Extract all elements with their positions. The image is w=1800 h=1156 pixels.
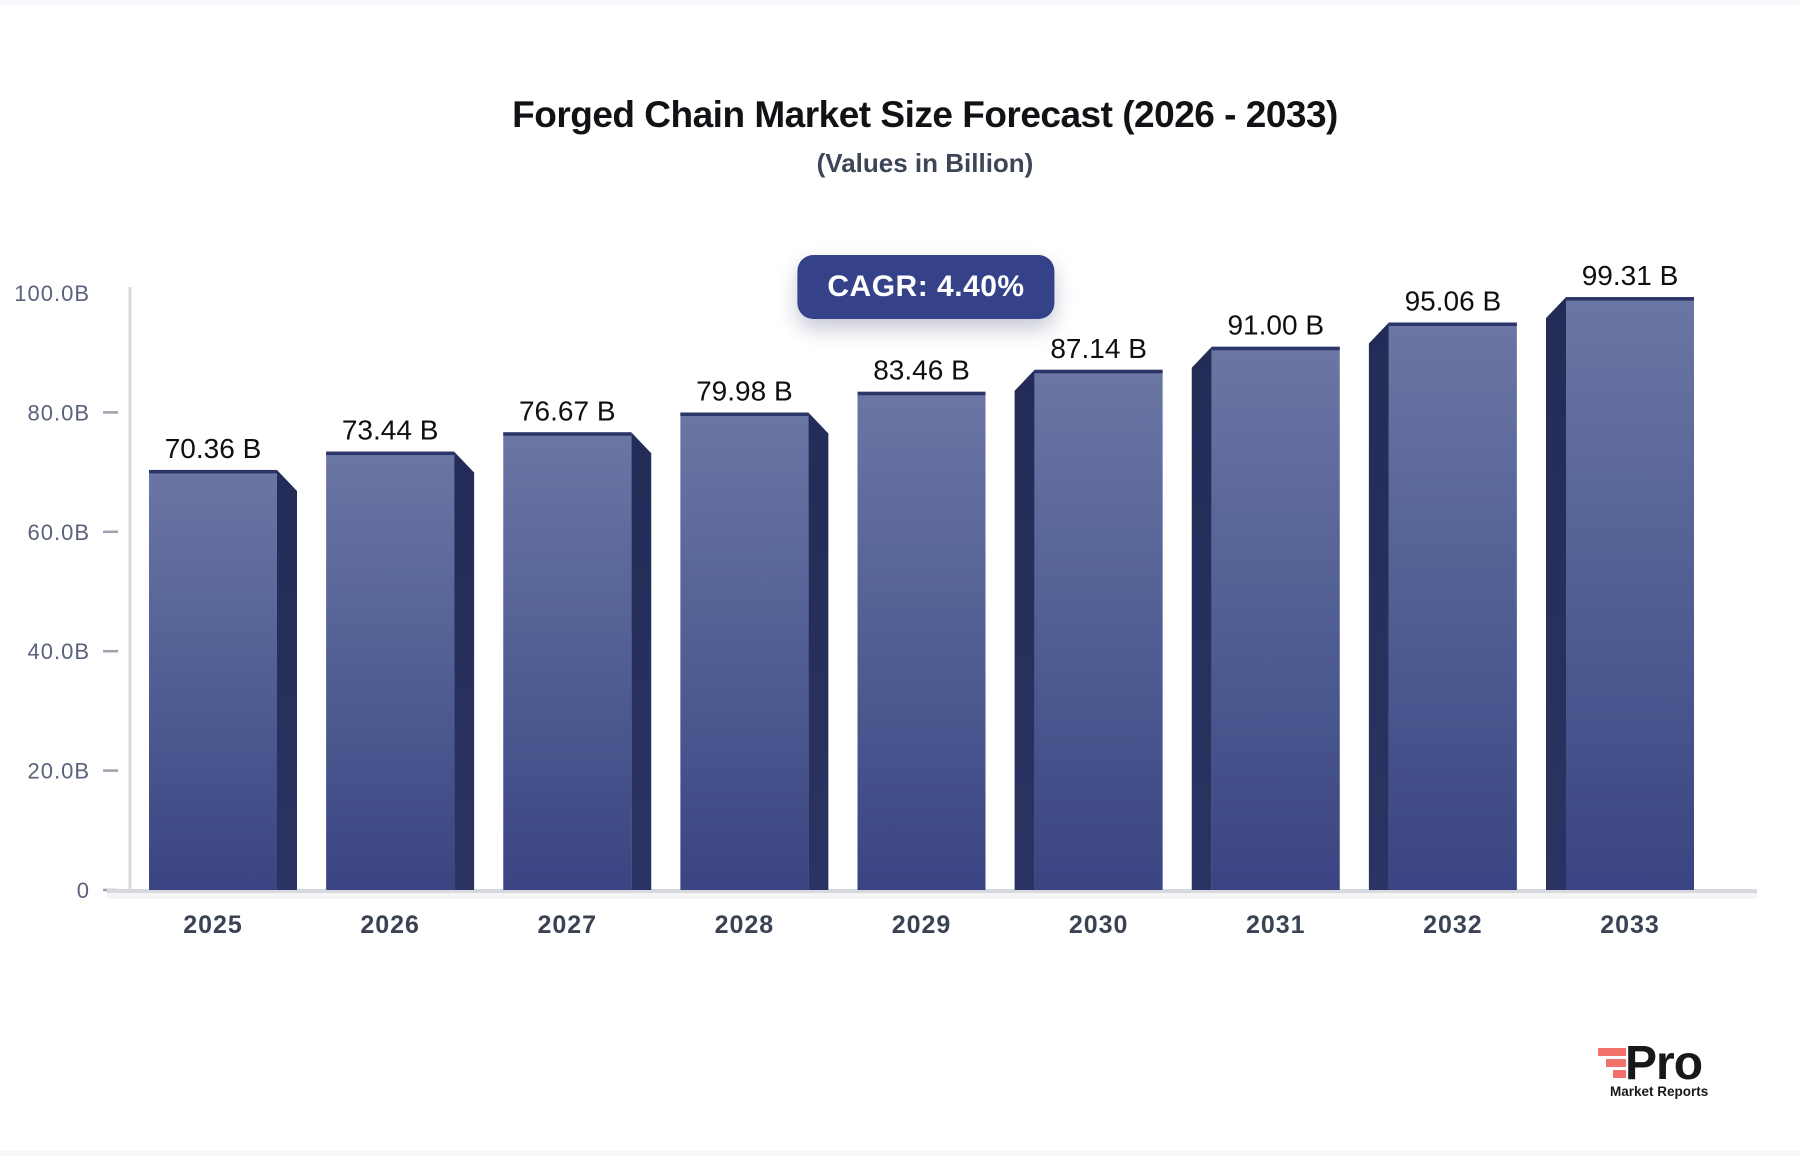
y-axis-tick-label: 60.0B: [28, 520, 91, 545]
bar-top-edge: [1566, 297, 1694, 301]
logo-caption: Market Reports: [1610, 1084, 1709, 1099]
chart-title: Forged Chain Market Size Forecast (2026 …: [512, 94, 1338, 135]
x-axis-label: 2027: [537, 911, 597, 939]
bar-value-label: 95.06 B: [1405, 285, 1502, 316]
bar: [1388, 322, 1517, 890]
bar-top-edge: [680, 412, 809, 417]
bar-top-edge: [857, 391, 986, 396]
bar-top-edge: [326, 451, 455, 456]
bar-side-face: [1368, 322, 1389, 890]
bar: [1211, 346, 1340, 891]
bar-value-label: 91.00 B: [1227, 310, 1324, 341]
bar-side-face: [1546, 297, 1566, 891]
logo-speed-bars-icon: [1598, 1048, 1626, 1081]
bar-top-edge: [1211, 346, 1340, 351]
y-axis-tick-label: 20.0B: [28, 759, 91, 784]
cagr-badge: CAGR: 4.40%: [797, 255, 1055, 319]
bar-value-label: 73.44 B: [342, 415, 439, 446]
bar-side-face: [454, 451, 475, 890]
bar-side-face: [1014, 369, 1035, 891]
y-axis-tick-label: 0: [77, 878, 90, 903]
y-axis-tick-label: 100.0B: [14, 281, 90, 306]
x-axis-label: 2028: [715, 911, 775, 939]
bar-top-edge: [149, 469, 277, 474]
bar: [1566, 297, 1694, 891]
bar: [503, 432, 632, 890]
bar-value-label: 70.36 B: [165, 433, 262, 464]
x-axis-label: 2031: [1246, 911, 1306, 939]
bar: [857, 391, 986, 890]
y-axis-tick-label: 40.0B: [28, 639, 91, 664]
logo: Pro Market Reports: [1598, 1038, 1738, 1099]
bar-value-label: 76.67 B: [519, 395, 616, 426]
bar: [326, 451, 455, 890]
chart-card: Forged Chain Market Size Forecast (2026 …: [0, 5, 1800, 1151]
bar-top-edge: [503, 432, 632, 436]
x-axis-label: 2032: [1423, 911, 1483, 939]
x-axis-label: 2026: [360, 911, 420, 939]
bar: [149, 469, 277, 890]
chart-subtitle: (Values in Billion): [816, 148, 1034, 178]
bar-side-face: [631, 432, 652, 890]
bar: [680, 412, 809, 890]
bar-top-edge: [1388, 322, 1517, 326]
bar-top-edge: [1034, 369, 1163, 374]
x-axis-label: 2030: [1069, 911, 1129, 939]
bar-value-label: 87.14 B: [1050, 333, 1147, 364]
bar-side-face: [808, 412, 829, 890]
y-axis-tick-label: 80.0B: [28, 400, 91, 425]
baseline-shadow: [107, 893, 1757, 899]
bar-side-face: [1191, 346, 1212, 891]
x-axis-label: 2033: [1600, 911, 1660, 939]
bar-value-label: 79.98 B: [696, 376, 793, 407]
bar-value-label: 99.31 B: [1582, 260, 1679, 291]
logo-text: Pro: [1625, 1037, 1703, 1090]
bar-side-face: [277, 469, 297, 890]
x-axis-label: 2025: [183, 911, 243, 939]
logo-top: Pro: [1598, 1038, 1738, 1090]
bar: [1034, 369, 1163, 891]
x-axis-label: 2029: [892, 911, 952, 939]
bar-value-label: 83.46 B: [873, 355, 970, 386]
